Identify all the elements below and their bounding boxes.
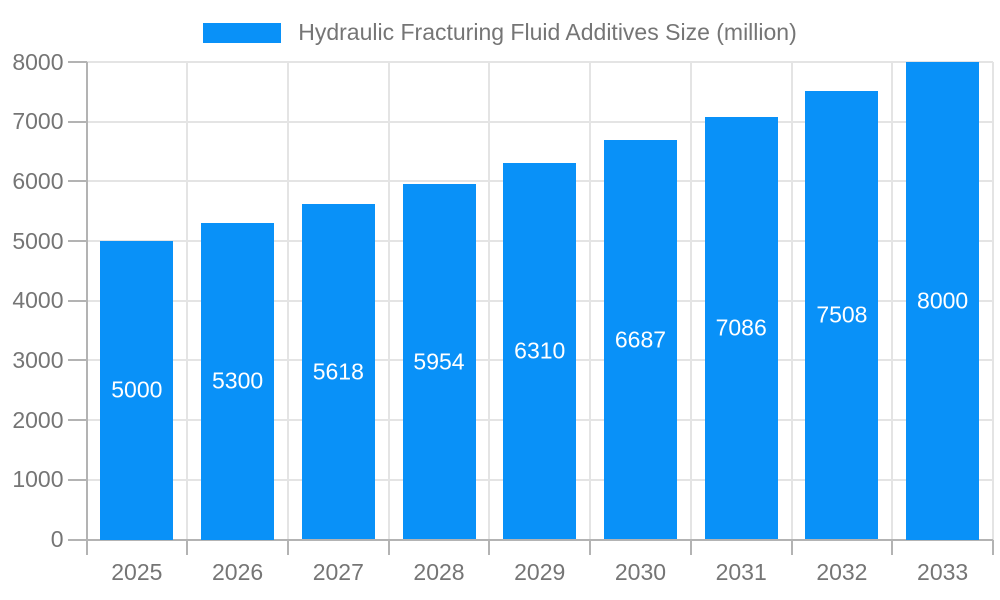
x-axis-line: [85, 538, 993, 541]
x-axis-label-2033: 2033: [917, 559, 969, 585]
bar-value-label: 6687: [614, 326, 667, 353]
bar-2031[interactable]: 7086: [704, 116, 778, 540]
bar-2032[interactable]: 7508: [805, 91, 879, 540]
bar-value-label: 6310: [514, 337, 566, 364]
bar-2028[interactable]: 5954: [402, 184, 476, 540]
x-axis-tick: [186, 539, 189, 555]
x-gridline: [589, 62, 592, 540]
y-axis-label: 6000: [12, 167, 64, 194]
chart-legend[interactable]: Hydraulic Fracturing Fluid Additives Siz…: [0, 19, 1000, 46]
y-axis-tick: [67, 240, 87, 243]
x-axis-label-2025: 2025: [111, 559, 163, 585]
bar-value-label: 7508: [816, 301, 868, 328]
x-axis-tick: [790, 539, 793, 555]
legend-label: Hydraulic Fracturing Fluid Additives Siz…: [298, 19, 797, 45]
x-gridline: [387, 62, 390, 540]
y-gridline: [86, 120, 993, 123]
bar-value-label: 5300: [211, 367, 264, 394]
bar-2033[interactable]: 8000: [906, 62, 980, 540]
x-axis-label-2028: 2028: [413, 559, 465, 585]
y-axis-label: 1000: [12, 466, 64, 493]
y-axis-tick: [67, 120, 87, 123]
bar-value-label: 8000: [917, 287, 969, 314]
bar-value-label: 7086: [715, 314, 767, 341]
y-axis-tick: [67, 538, 87, 541]
x-axis-label-2030: 2030: [614, 559, 667, 585]
bar-2030[interactable]: 6687: [603, 140, 677, 540]
x-axis-label-2032: 2032: [816, 559, 868, 585]
x-axis-tick: [286, 539, 289, 555]
bar-value-label: 5000: [111, 376, 163, 403]
y-axis-tick: [67, 359, 87, 362]
x-axis-tick: [992, 539, 994, 555]
x-axis-tick: [891, 539, 894, 555]
y-axis-tick: [67, 419, 87, 422]
y-axis-label: 0: [50, 526, 64, 552]
y-axis-label: 3000: [12, 346, 64, 373]
x-axis-label-2026: 2026: [211, 559, 264, 585]
bar-2029[interactable]: 6310: [503, 162, 577, 540]
x-axis-tick: [689, 539, 692, 555]
x-axis-tick: [387, 539, 390, 555]
y-gridline: [86, 61, 993, 63]
x-gridline: [891, 62, 894, 540]
y-axis-line: [85, 62, 88, 555]
y-axis-label: 4000: [12, 287, 64, 314]
y-axis-tick: [67, 299, 87, 302]
y-axis-label: 5000: [12, 227, 64, 254]
x-axis-tick: [488, 539, 491, 555]
x-axis-label-2027: 2027: [312, 559, 364, 585]
x-axis-label-2029: 2029: [514, 559, 566, 585]
bar-2027[interactable]: 5618: [301, 204, 375, 540]
y-axis-tick: [67, 61, 87, 63]
legend-swatch-icon[interactable]: [203, 22, 282, 43]
y-axis-label: 2000: [12, 406, 64, 433]
x-gridline: [488, 62, 491, 540]
bar-value-label: 5954: [413, 348, 465, 375]
x-gridline: [689, 62, 692, 540]
bar-2025[interactable]: 5000: [100, 241, 174, 540]
x-gridline: [992, 62, 994, 540]
y-axis-label: 7000: [12, 108, 64, 135]
x-gridline: [186, 62, 189, 540]
bar-value-label: 5618: [312, 358, 364, 385]
y-axis-tick: [67, 180, 87, 183]
y-axis-tick: [67, 478, 87, 481]
y-axis-label: 8000: [12, 48, 64, 75]
x-gridline: [790, 62, 793, 540]
bar-2026[interactable]: 5300: [201, 223, 275, 540]
x-axis-label-2031: 2031: [715, 559, 767, 585]
x-gridline: [286, 62, 289, 540]
x-axis-tick: [589, 539, 592, 555]
